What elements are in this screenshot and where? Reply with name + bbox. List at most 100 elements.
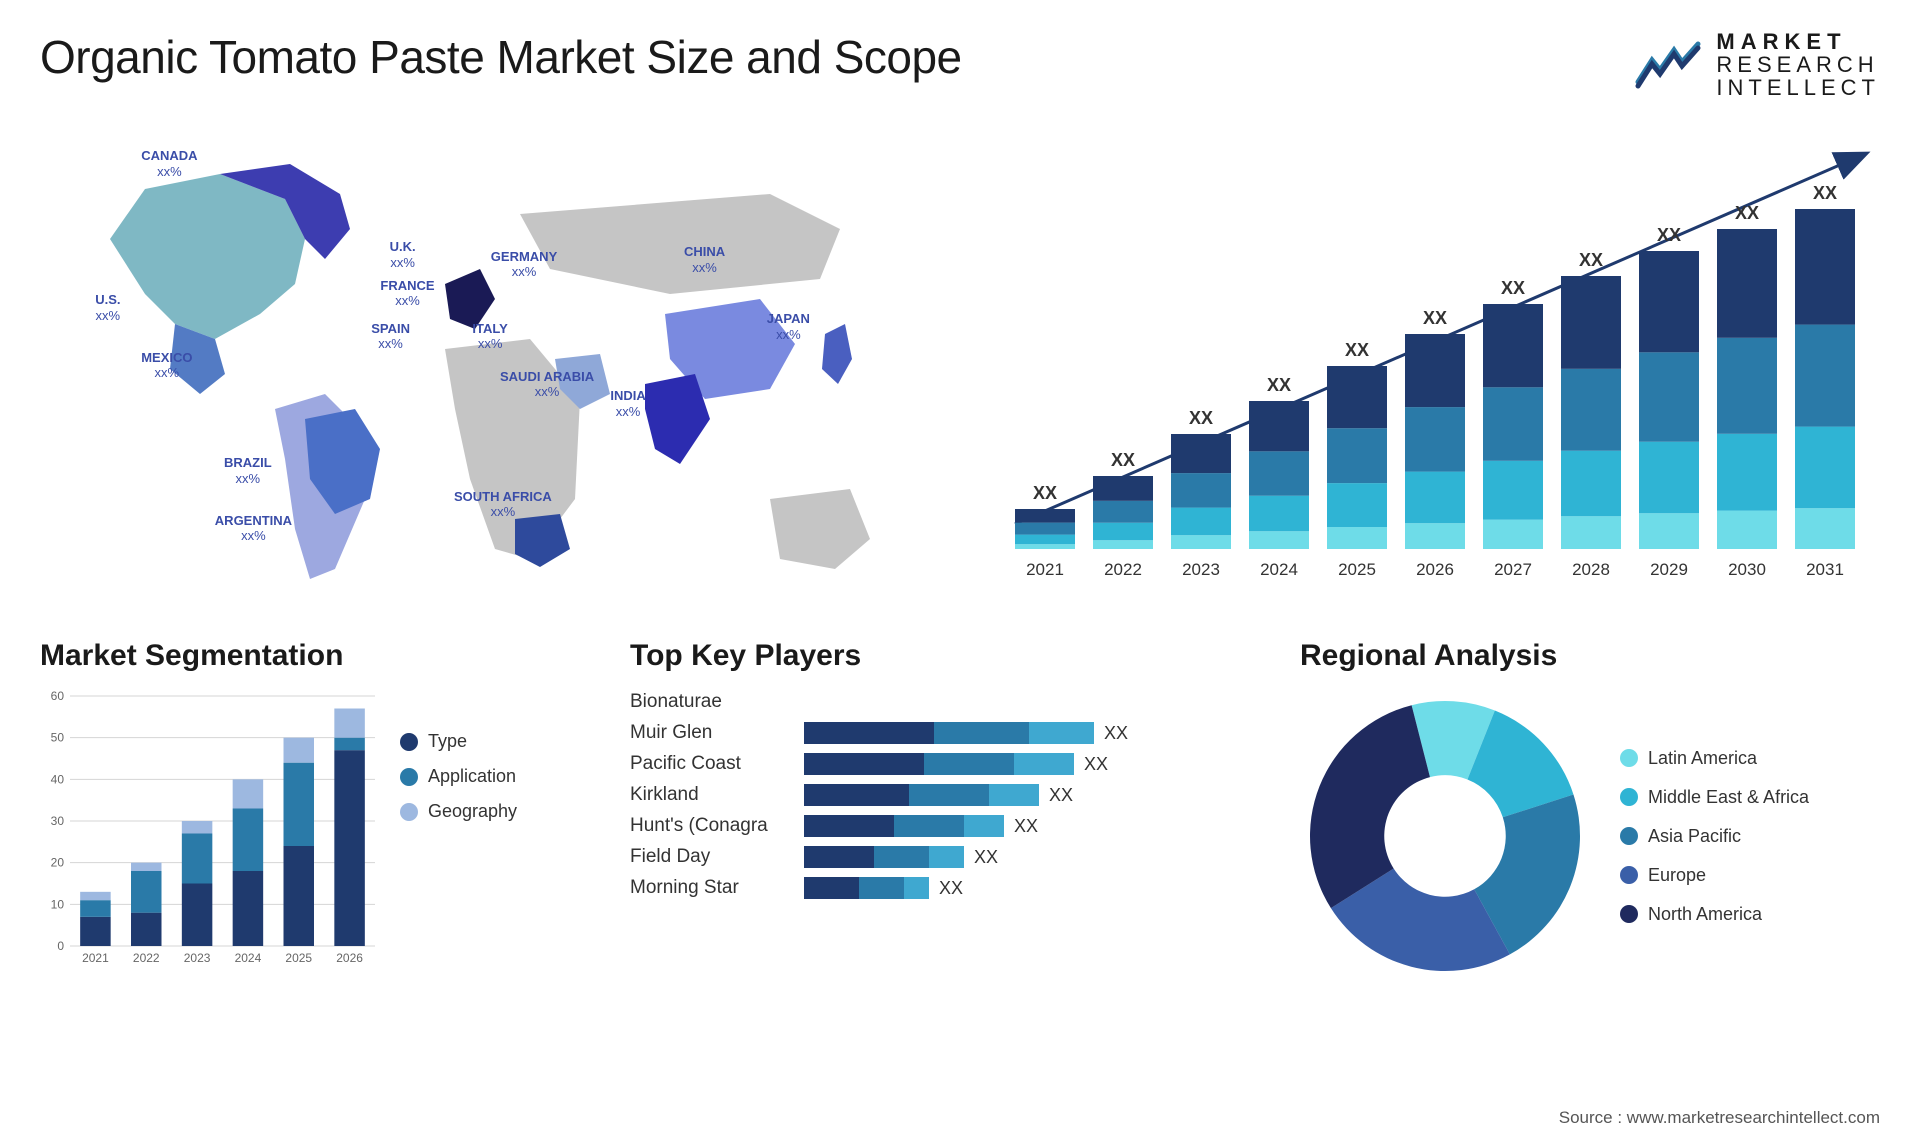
header: Organic Tomato Paste Market Size and Sco… [40,30,1880,99]
seg-bar-seg [182,834,213,884]
growth-bar-seg [1015,544,1075,549]
seg-legend-item: Type [400,731,517,752]
logo-text: MARKET RESEARCH INTELLECT [1716,30,1880,99]
top-section: CANADAxx%U.S.xx%MEXICOxx%BRAZILxx%ARGENT… [40,119,1880,599]
seg-bar-seg [284,738,315,763]
legend-dot-icon [1620,905,1638,923]
regional-legend-item: Europe [1620,865,1809,886]
growth-bar-label: XX [1345,340,1369,360]
svg-text:10: 10 [51,898,65,912]
growth-bar-label: XX [1189,408,1213,428]
growth-bar-label: XX [1267,375,1291,395]
player-bar-wrap: XX [804,877,1270,899]
growth-bar-seg [1405,523,1465,549]
seg-bar-seg [80,917,111,946]
player-name: Bionaturae [630,691,790,713]
growth-bar-seg [1249,532,1309,550]
regional-panel: Regional Analysis Latin AmericaMiddle Ea… [1300,639,1880,981]
growth-bar-seg [1327,429,1387,484]
seg-legend-item: Application [400,766,517,787]
source-attribution: Source : www.marketresearchintellect.com [1559,1108,1880,1128]
page-title: Organic Tomato Paste Market Size and Sco… [40,30,962,84]
growth-bar-seg [1327,366,1387,428]
svg-text:20: 20 [51,856,65,870]
svg-text:2025: 2025 [285,951,312,965]
growth-bar-seg [1795,427,1855,509]
legend-dot-icon [1620,749,1638,767]
growth-bar-seg [1249,452,1309,496]
map-label-india: INDIAxx% [610,388,645,419]
growth-bar-seg [1171,535,1231,549]
player-bar [804,722,1094,744]
seg-bar-seg [182,821,213,834]
growth-bar-seg [1639,251,1699,352]
map-label-japan: JAPANxx% [767,311,810,342]
world-map-panel: CANADAxx%U.S.xx%MEXICOxx%BRAZILxx%ARGENT… [40,119,960,599]
donut-slice [1310,705,1430,908]
player-bar-seg [804,815,894,837]
growth-bar-seg [1405,472,1465,524]
seg-bar-seg [233,871,264,946]
logo-line-1: MARKET [1716,30,1880,53]
regional-legend-item: Asia Pacific [1620,826,1809,847]
svg-text:2026: 2026 [336,951,363,965]
map-region-russia [520,194,840,294]
map-label-south-africa: SOUTH AFRICAxx% [454,489,552,520]
regional-title: Regional Analysis [1300,639,1880,673]
svg-text:60: 60 [51,691,65,703]
player-bar-seg [1014,753,1074,775]
logo-mark-icon [1634,40,1704,90]
growth-year-label: 2023 [1182,560,1220,579]
player-name: Kirkland [630,784,790,806]
player-bar-seg [859,877,904,899]
legend-dot-icon [1620,788,1638,806]
growth-bar-seg [1483,520,1543,549]
player-name: Muir Glen [630,722,790,744]
segmentation-title: Market Segmentation [40,639,600,673]
growth-bar-seg [1093,541,1153,550]
legend-label: North America [1648,904,1762,925]
seg-bar-seg [80,900,111,917]
player-bar [804,846,964,868]
map-label-brazil: BRAZILxx% [224,455,272,486]
map-region-north-america [110,174,305,339]
players-title: Top Key Players [630,639,1270,673]
player-bar-seg [804,753,924,775]
growth-bar-seg [1249,401,1309,451]
growth-bar-label: XX [1111,450,1135,470]
growth-bar-seg [1171,473,1231,508]
growth-bar-seg [1015,509,1075,523]
logo: MARKET RESEARCH INTELLECT [1634,30,1880,99]
growth-bar-label: XX [1033,483,1057,503]
growth-bar-seg [1171,434,1231,473]
legend-dot-icon [1620,827,1638,845]
regional-legend-item: North America [1620,904,1809,925]
growth-bar-seg [1795,508,1855,549]
svg-text:50: 50 [51,731,65,745]
growth-bar-seg [1093,501,1153,523]
legend-dot-icon [400,768,418,786]
legend-label: Geography [428,801,517,822]
svg-text:40: 40 [51,773,65,787]
player-bar-seg [804,877,859,899]
growth-bar-seg [1015,535,1075,545]
growth-year-label: 2021 [1026,560,1064,579]
seg-bar-seg [131,871,162,913]
seg-bar-seg [334,709,365,738]
map-label-china: CHINAxx% [684,244,725,275]
growth-bar-seg [1561,451,1621,517]
donut-chart [1300,691,1590,981]
growth-chart-svg: XX2021XX2022XX2023XX2024XX2025XX2026XX20… [1000,119,1880,599]
growth-bar-label: XX [1579,250,1603,270]
player-bar-wrap: XX [804,784,1270,806]
svg-text:2021: 2021 [82,951,109,965]
player-bar-seg [934,722,1029,744]
logo-line-3: INTELLECT [1716,76,1880,99]
segmentation-chart-svg: 0102030405060202120222023202420252026 [40,691,380,971]
growth-bar-seg [1639,353,1699,442]
seg-bar-seg [334,750,365,946]
seg-bar-seg [284,846,315,946]
seg-bar-seg [284,763,315,846]
player-value-label: XX [1014,816,1038,837]
segmentation-content: 0102030405060202120222023202420252026 Ty… [40,691,600,971]
